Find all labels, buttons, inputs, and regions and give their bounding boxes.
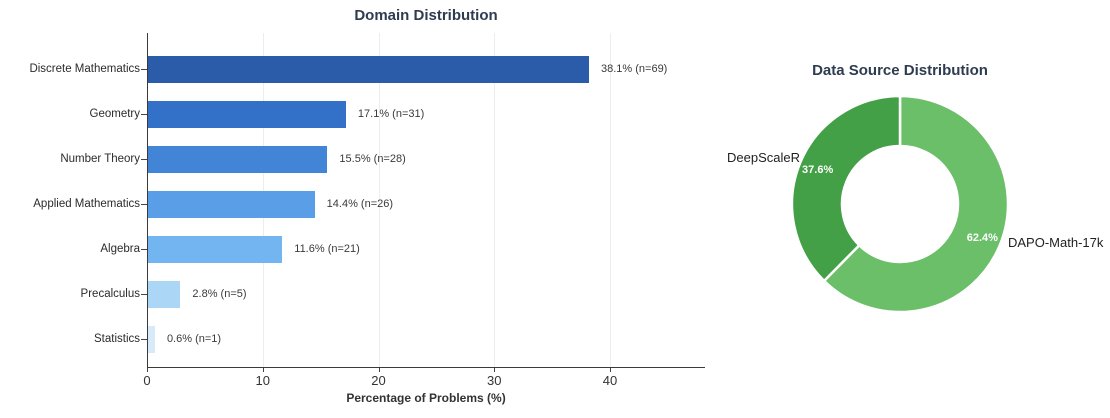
x-tick-label-30: 30 [487, 373, 502, 388]
x-tick-label-10: 10 [255, 373, 270, 388]
x-axis-tick [494, 367, 496, 372]
category-label-statistics: Statistics [93, 333, 140, 345]
bar-discrete-mathematics [148, 56, 589, 83]
bar-precalculus [148, 281, 181, 308]
donut-slice-deepscaler [790, 94, 902, 283]
category-label-applied-mathematics: Applied Mathematics [33, 198, 140, 210]
bar-value-label-geometry: 17.1% (n=31) [357, 108, 425, 120]
category-label-number-theory: Number Theory [60, 153, 140, 165]
y-axis-tick [141, 69, 147, 70]
x-axis-tick [147, 367, 148, 372]
bar-applied-mathematics [148, 191, 315, 218]
x-gridline [610, 33, 611, 367]
bar-value-label-number-theory: 15.5% (n=28) [339, 153, 406, 165]
x-axis-line [147, 367, 705, 368]
bar-geometry [148, 101, 346, 128]
bar-value-label-discrete-mathematics: 38.1% (n=69) [601, 63, 668, 75]
donut-slice-dapo-math-17k [822, 94, 1010, 314]
x-tick-label-0: 0 [143, 373, 151, 388]
x-tick-label-40: 40 [602, 373, 618, 388]
slice-pct-label-dapo-math-17k: 62.4% [966, 231, 998, 244]
y-axis-line [147, 33, 148, 367]
y-axis-tick [141, 114, 147, 115]
bar-value-label-statistics: 0.6% (n=1) [166, 333, 222, 345]
slice-pct-label-deepscaler: 37.6% [802, 164, 834, 177]
x-gridline [378, 33, 380, 367]
x-axis-tick [610, 367, 611, 372]
y-axis-tick [141, 249, 147, 250]
bar-value-label-precalculus: 2.8% (n=5) [192, 288, 247, 300]
category-label-geometry: Geometry [89, 108, 141, 120]
slice-label-deepscaler: DeepScaleR [727, 150, 800, 165]
category-label-discrete-mathematics: Discrete Mathematics [29, 63, 140, 75]
category-label-precalculus: Precalculus [80, 288, 140, 300]
x-gridline [494, 33, 496, 367]
x-axis-tick [378, 367, 380, 372]
y-axis-tick [141, 339, 147, 340]
bar-statistics [148, 326, 155, 353]
category-label-algebra: Algebra [100, 243, 140, 255]
bar-value-label-algebra: 11.6% (n=21) [294, 243, 360, 255]
x-axis-label: Percentage of Problems (%) [346, 391, 506, 405]
pie-chart-title: Data Source Distribution [812, 62, 988, 79]
bar-number-theory [148, 146, 328, 173]
y-axis-tick [141, 294, 147, 295]
bar-value-label-applied-mathematics: 14.4% (n=26) [326, 198, 394, 210]
y-axis-tick [141, 204, 147, 205]
x-tick-label-20: 20 [371, 373, 386, 388]
bar-chart-title: Domain Distribution [354, 7, 498, 24]
bar-algebra [148, 236, 283, 263]
x-axis-tick [262, 367, 264, 372]
slice-label-dapo-math-17k: DAPO-Math-17k [1008, 235, 1104, 250]
y-axis-tick [141, 159, 147, 160]
